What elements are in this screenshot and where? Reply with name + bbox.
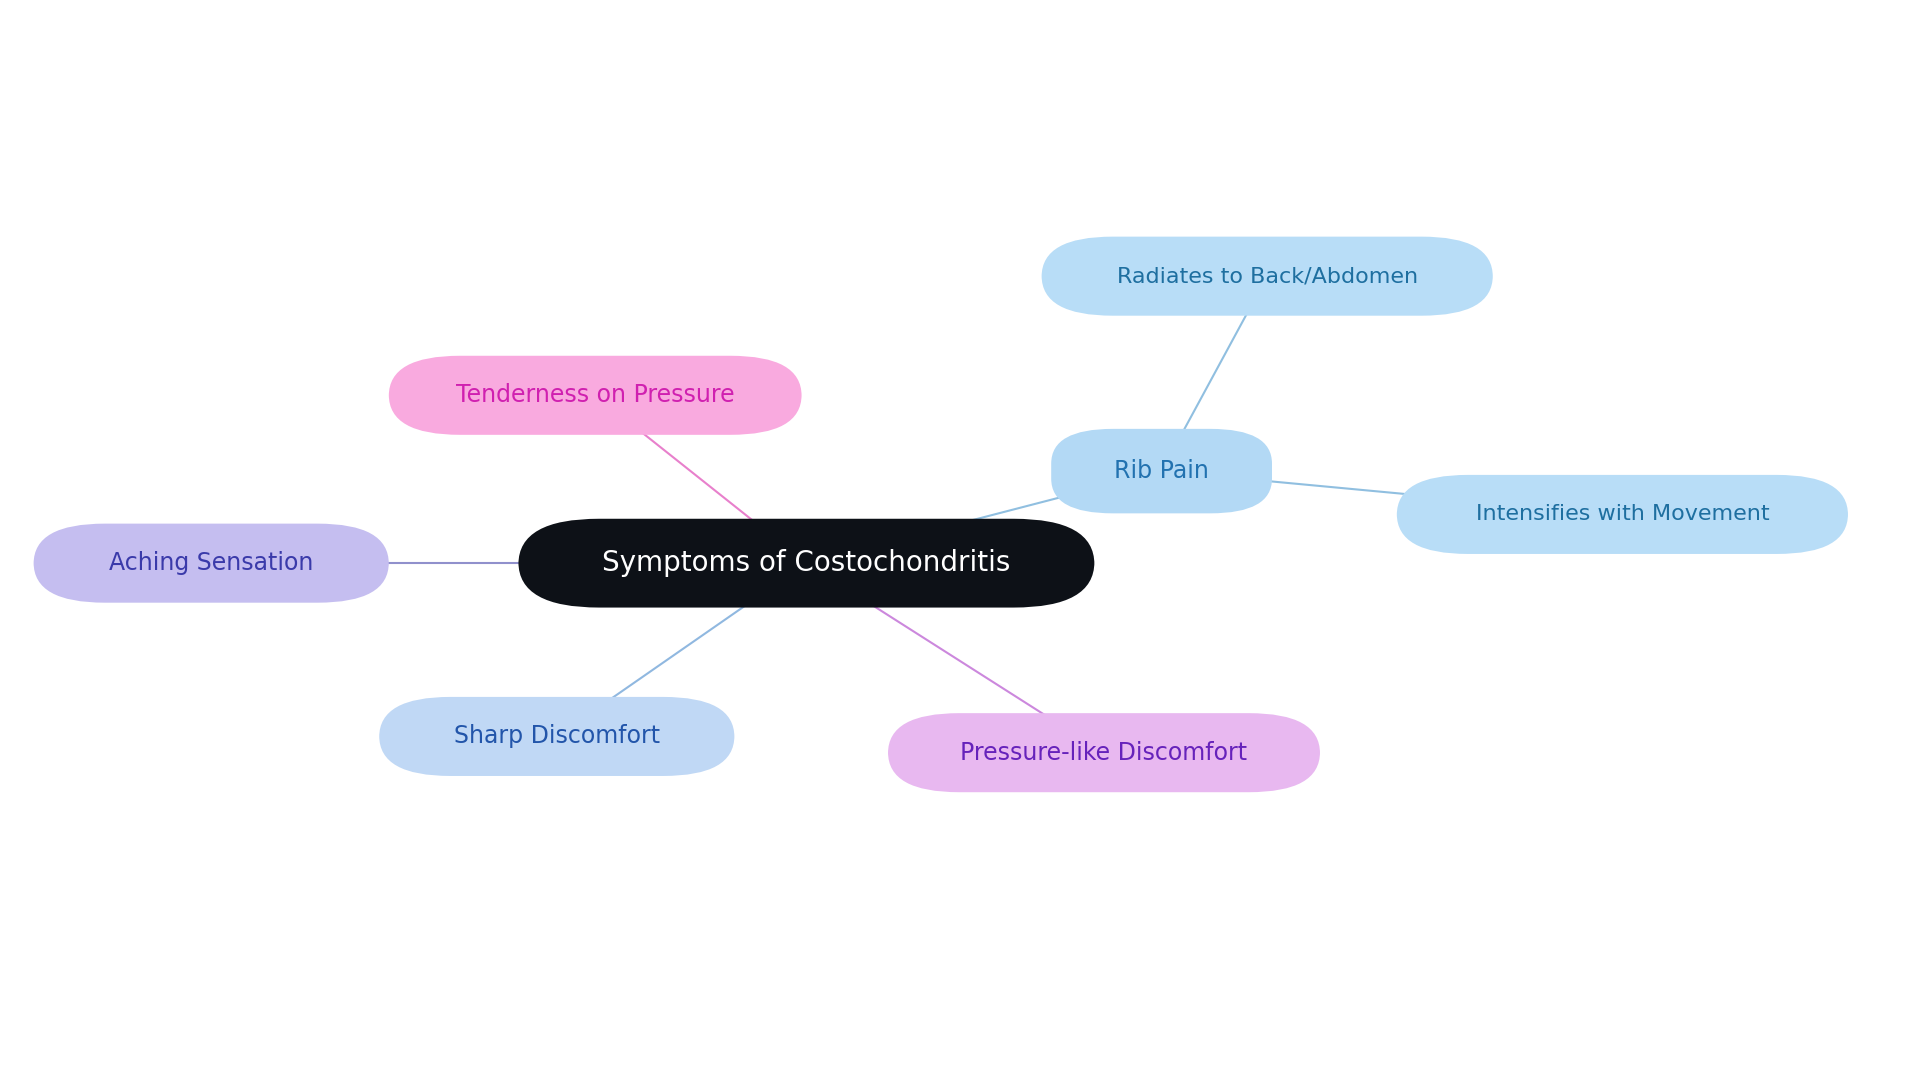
Text: Intensifies with Movement: Intensifies with Movement <box>1476 505 1768 524</box>
FancyBboxPatch shape <box>518 519 1094 608</box>
Text: Radiates to Back/Abdomen: Radiates to Back/Abdomen <box>1117 266 1417 286</box>
Text: Rib Pain: Rib Pain <box>1114 459 1210 483</box>
FancyBboxPatch shape <box>378 697 733 775</box>
FancyBboxPatch shape <box>388 355 801 434</box>
FancyBboxPatch shape <box>1041 237 1494 316</box>
Text: Symptoms of Costochondritis: Symptoms of Costochondritis <box>603 549 1010 577</box>
FancyBboxPatch shape <box>1398 474 1847 553</box>
Text: Aching Sensation: Aching Sensation <box>109 551 313 575</box>
Text: Tenderness on Pressure: Tenderness on Pressure <box>455 383 735 407</box>
Text: Sharp Discomfort: Sharp Discomfort <box>453 725 660 748</box>
FancyBboxPatch shape <box>35 524 388 602</box>
Text: Pressure-like Discomfort: Pressure-like Discomfort <box>960 741 1248 765</box>
FancyBboxPatch shape <box>1052 429 1271 513</box>
FancyBboxPatch shape <box>887 713 1321 793</box>
